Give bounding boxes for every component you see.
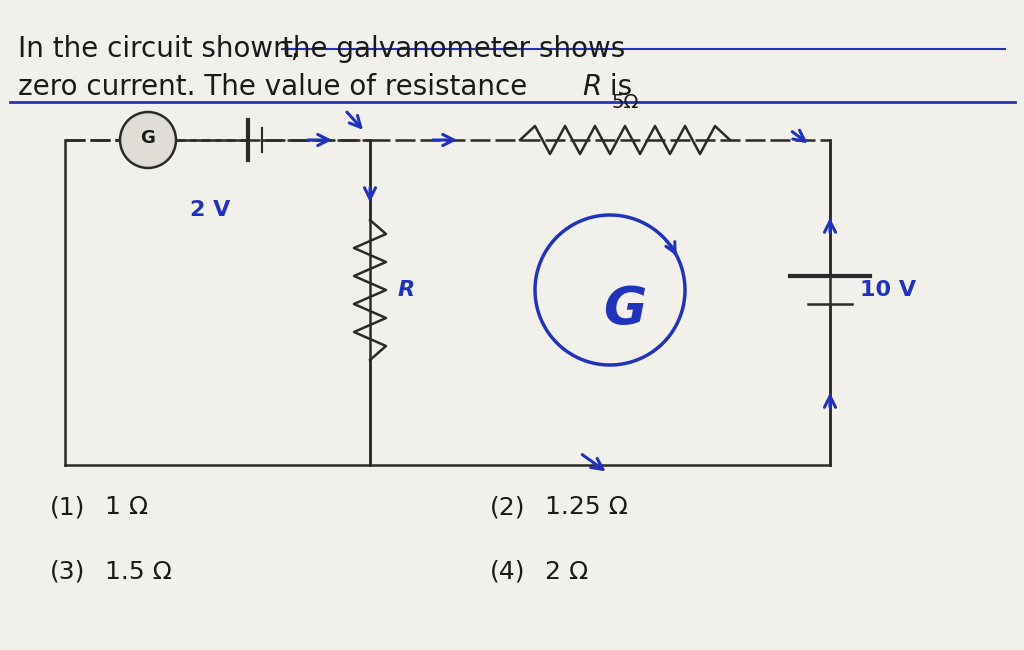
Text: (2): (2)	[490, 495, 525, 519]
Text: 5Ω: 5Ω	[611, 93, 639, 112]
Text: R: R	[398, 280, 415, 300]
Text: R: R	[582, 73, 601, 101]
Text: G: G	[140, 129, 156, 147]
Text: In the circuit shown,: In the circuit shown,	[18, 35, 308, 63]
Text: (1): (1)	[50, 495, 85, 519]
Text: 1.25 Ω: 1.25 Ω	[545, 495, 628, 519]
Text: the galvanometer shows: the galvanometer shows	[282, 35, 626, 63]
Text: 2 V: 2 V	[189, 200, 230, 220]
Text: G: G	[603, 284, 646, 336]
Text: zero current. The value of resistance: zero current. The value of resistance	[18, 73, 537, 101]
Text: is: is	[601, 73, 632, 101]
Text: 1 Ω: 1 Ω	[105, 495, 148, 519]
Text: 10 V: 10 V	[860, 280, 916, 300]
Text: 2 Ω: 2 Ω	[545, 560, 588, 584]
Circle shape	[120, 112, 176, 168]
Text: (3): (3)	[50, 560, 85, 584]
Text: (4): (4)	[490, 560, 525, 584]
Text: 1.5 Ω: 1.5 Ω	[105, 560, 172, 584]
